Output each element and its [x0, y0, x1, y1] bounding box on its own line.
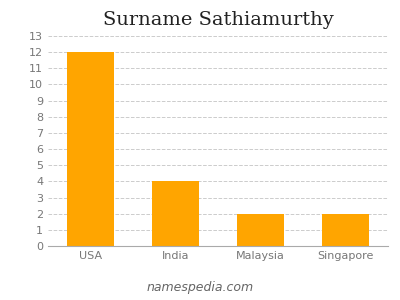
Bar	[152, 182, 199, 246]
Bar	[67, 52, 114, 246]
Title: Surname Sathiamurthy: Surname Sathiamurthy	[103, 11, 333, 29]
Bar	[237, 214, 284, 246]
Text: namespedia.com: namespedia.com	[146, 281, 254, 294]
Bar	[322, 214, 369, 246]
